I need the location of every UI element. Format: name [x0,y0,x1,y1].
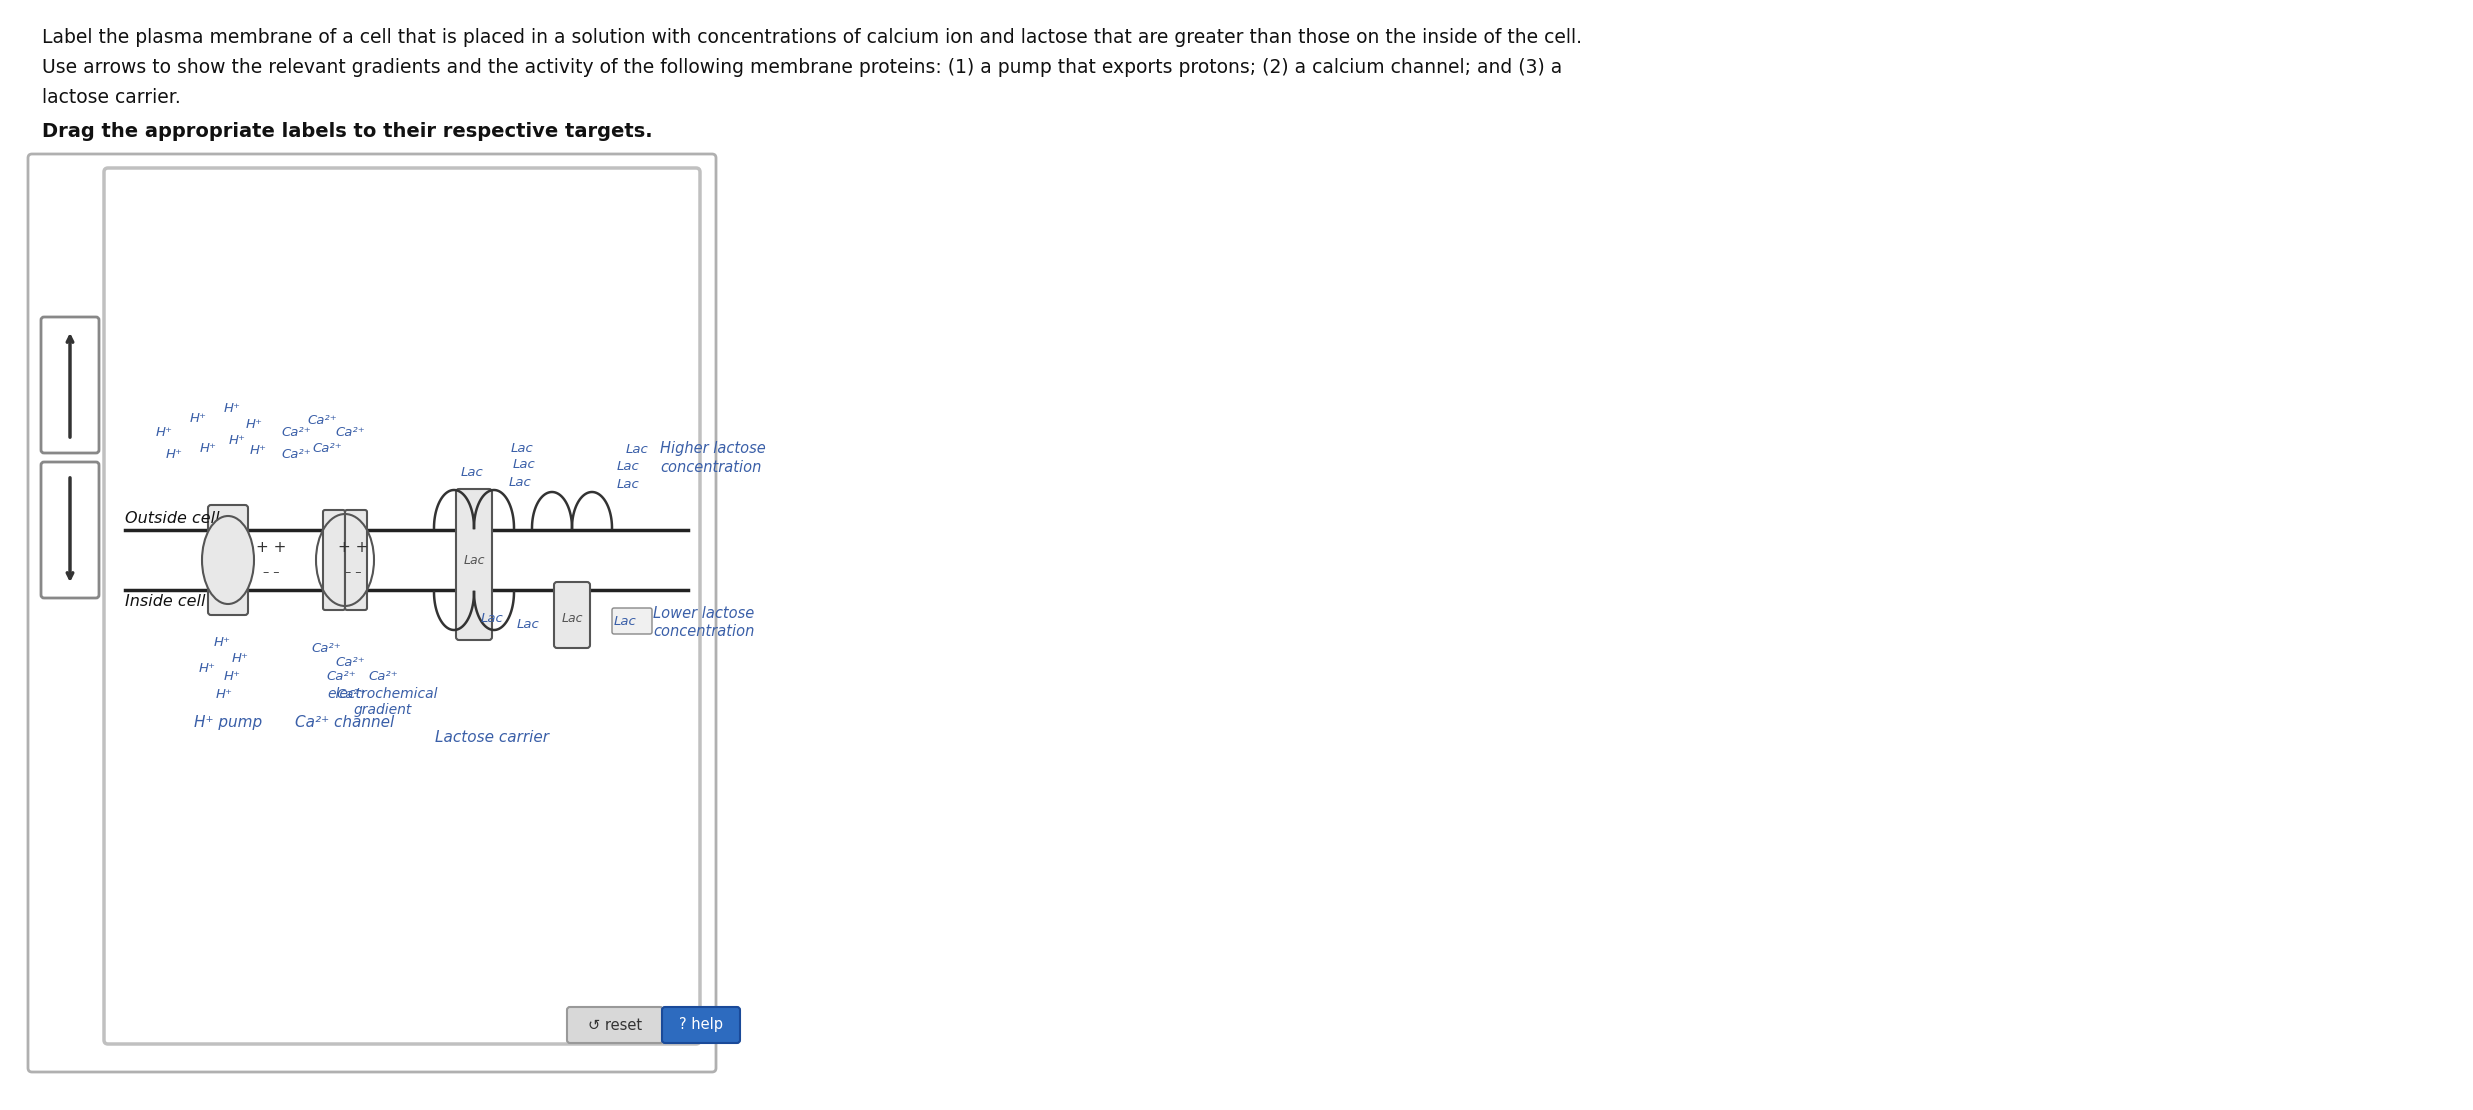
Text: Label the plasma membrane of a cell that is placed in a solution with concentrat: Label the plasma membrane of a cell that… [42,28,1583,47]
Text: electrochemical: electrochemical [329,687,438,702]
Text: Lac: Lac [460,465,482,478]
Text: H⁺: H⁺ [245,417,262,431]
Text: Lac: Lac [480,612,504,625]
FancyBboxPatch shape [324,509,346,610]
Text: Ca²⁺: Ca²⁺ [282,425,312,438]
Text: concentration: concentration [653,624,754,639]
Text: Outside cell: Outside cell [126,511,220,526]
FancyBboxPatch shape [27,154,717,1072]
Text: H⁺: H⁺ [190,412,208,424]
Text: Use arrows to show the relevant gradients and the activity of the following memb: Use arrows to show the relevant gradient… [42,58,1563,77]
Text: Ca²⁺: Ca²⁺ [312,442,341,454]
Text: ↺ reset: ↺ reset [589,1018,643,1032]
Text: Lower lactose: Lower lactose [653,606,754,620]
Text: Lac: Lac [462,554,485,566]
Text: + +: + + [339,541,368,555]
Text: Drag the appropriate labels to their respective targets.: Drag the appropriate labels to their res… [42,122,653,141]
Text: – –: – – [262,565,279,578]
Text: Lac: Lac [616,478,641,491]
FancyBboxPatch shape [663,1007,739,1043]
FancyBboxPatch shape [346,509,366,610]
Text: Ca²⁺: Ca²⁺ [336,425,366,438]
Text: Inside cell: Inside cell [126,594,205,609]
Text: H⁺: H⁺ [232,652,247,665]
Text: H⁺: H⁺ [250,444,267,456]
FancyBboxPatch shape [455,490,492,640]
Text: Lac: Lac [517,618,539,632]
Text: Ca²⁺ channel: Ca²⁺ channel [294,715,396,730]
Text: Ca²⁺: Ca²⁺ [336,656,366,668]
FancyBboxPatch shape [554,582,591,648]
Text: Lac: Lac [509,475,532,488]
Text: Lac: Lac [512,458,534,472]
FancyBboxPatch shape [42,317,99,453]
Text: Lac: Lac [613,615,636,628]
FancyBboxPatch shape [566,1007,663,1043]
FancyBboxPatch shape [42,462,99,598]
Text: lactose carrier.: lactose carrier. [42,88,181,107]
Text: H⁺: H⁺ [215,688,232,702]
Text: Lac: Lac [509,442,534,454]
Text: ? help: ? help [680,1018,722,1032]
FancyBboxPatch shape [611,608,653,634]
Text: + +: + + [255,541,287,555]
Text: Higher lactose: Higher lactose [660,441,767,456]
Text: H⁺: H⁺ [223,402,240,414]
Text: H⁺: H⁺ [200,442,218,454]
Text: Ca²⁺: Ca²⁺ [312,642,341,655]
Text: Lac: Lac [616,460,641,473]
Text: Ca²⁺: Ca²⁺ [282,447,312,461]
Text: – –: – – [344,565,361,578]
Text: H⁺ pump: H⁺ pump [193,715,262,730]
Text: H⁺: H⁺ [213,636,230,649]
Text: H⁺: H⁺ [156,426,173,440]
Text: Ca²⁺: Ca²⁺ [307,414,336,426]
FancyBboxPatch shape [104,168,700,1045]
Ellipse shape [203,516,255,604]
Text: H⁺: H⁺ [166,448,183,462]
Text: Lactose carrier: Lactose carrier [435,730,549,745]
Text: concentration: concentration [660,460,762,475]
Text: Ca²⁺: Ca²⁺ [336,688,366,702]
Text: H⁺: H⁺ [198,662,215,675]
Text: Ca²⁺: Ca²⁺ [368,670,398,683]
FancyBboxPatch shape [208,505,247,615]
Text: Lac: Lac [626,443,648,456]
Text: H⁺: H⁺ [228,434,245,446]
Text: Ca²⁺: Ca²⁺ [326,670,356,683]
Text: gradient: gradient [354,703,413,717]
Text: Lac: Lac [561,612,584,625]
Text: H⁺: H⁺ [223,670,240,683]
